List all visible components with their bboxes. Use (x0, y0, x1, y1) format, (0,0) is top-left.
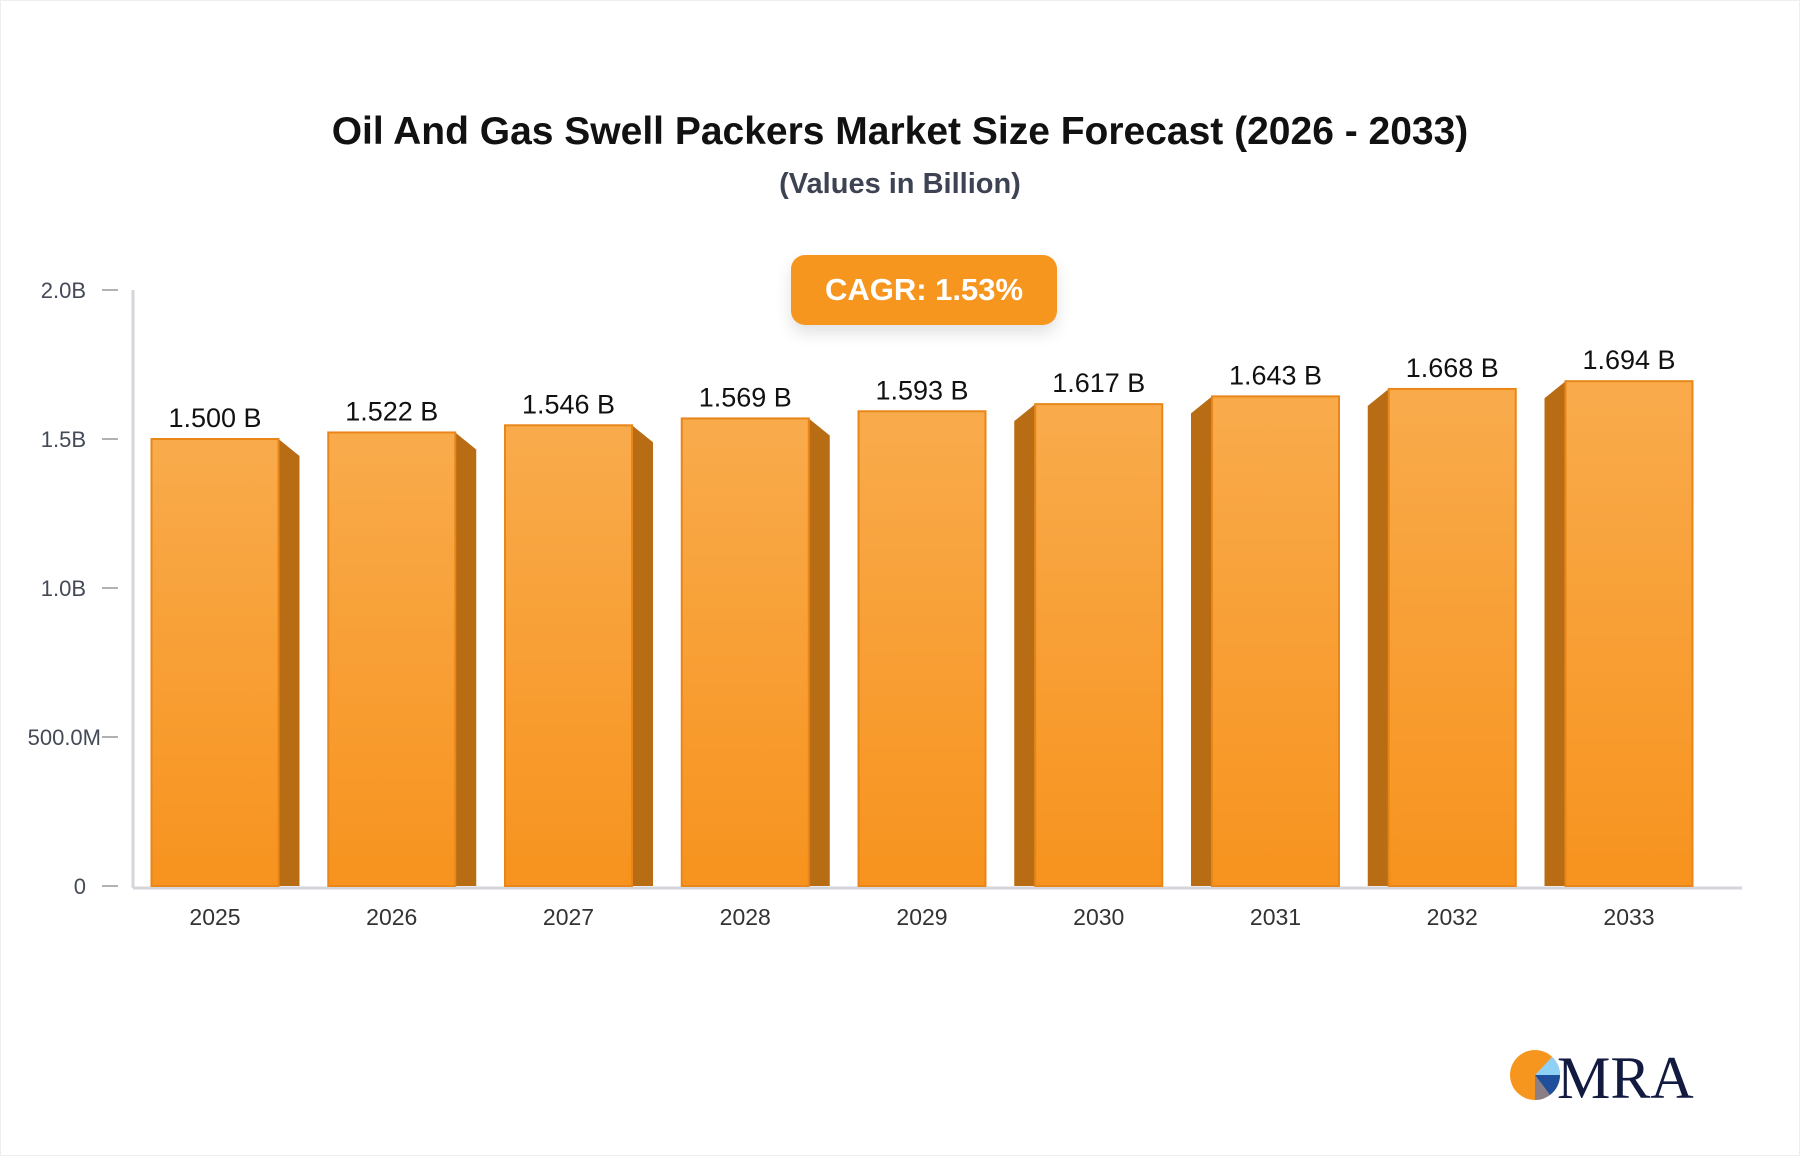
y-tick-label: 2.0B (41, 278, 86, 303)
chart-subtitle: (Values in Billion) (779, 168, 1021, 200)
bar (857, 410, 987, 887)
x-tick-label: 2033 (1603, 904, 1654, 930)
bar-value-label: 1.546 B (522, 389, 615, 419)
mra-logo: MRA (1510, 1045, 1694, 1110)
bar-side (632, 425, 653, 886)
bar-value-label: 1.500 B (168, 403, 261, 433)
bar-side (1367, 388, 1389, 886)
bar-value-label: 1.617 B (1052, 368, 1145, 398)
y-tick-label: 1.5B (41, 427, 86, 452)
chart-title: Oil And Gas Swell Packers Market Size Fo… (331, 110, 1469, 153)
bar-side (1191, 396, 1212, 886)
bar (1387, 387, 1517, 887)
bar (1564, 380, 1694, 887)
x-tick-label: 2026 (366, 904, 417, 930)
bar-side (808, 418, 830, 886)
bar (680, 417, 810, 887)
bar (1211, 395, 1340, 887)
x-tick-label: 2032 (1427, 904, 1478, 930)
bar-value-label: 1.694 B (1582, 345, 1675, 375)
x-tick-label: 2030 (1073, 904, 1124, 930)
y-tick-label: 1.0B (41, 576, 86, 601)
x-tick-label: 2027 (543, 904, 594, 930)
bar (327, 431, 457, 887)
bar (150, 438, 280, 887)
cagr-badge: CAGR: 1.53% (791, 255, 1057, 325)
bar-value-label: 1.522 B (345, 396, 438, 426)
y-tick-label: 500.0M (28, 725, 101, 750)
svg-text:MRA: MRA (1557, 1045, 1694, 1110)
bar-value-label: 1.643 B (1229, 360, 1322, 390)
bar-side (455, 432, 477, 886)
bar-value-label: 1.593 B (875, 375, 968, 405)
x-tick-label: 2029 (896, 904, 947, 930)
x-tick-label: 2031 (1250, 904, 1301, 930)
bar (1034, 403, 1164, 887)
bar-value-label: 1.569 B (699, 382, 792, 412)
bar-value-label: 1.668 B (1406, 353, 1499, 383)
bar-side (278, 439, 300, 886)
x-tick-label: 2025 (189, 904, 240, 930)
bar-side (1544, 381, 1566, 886)
y-tick-label: 0 (74, 874, 86, 899)
bar (504, 424, 633, 887)
bar-side (1014, 404, 1036, 886)
x-tick-label: 2028 (720, 904, 771, 930)
